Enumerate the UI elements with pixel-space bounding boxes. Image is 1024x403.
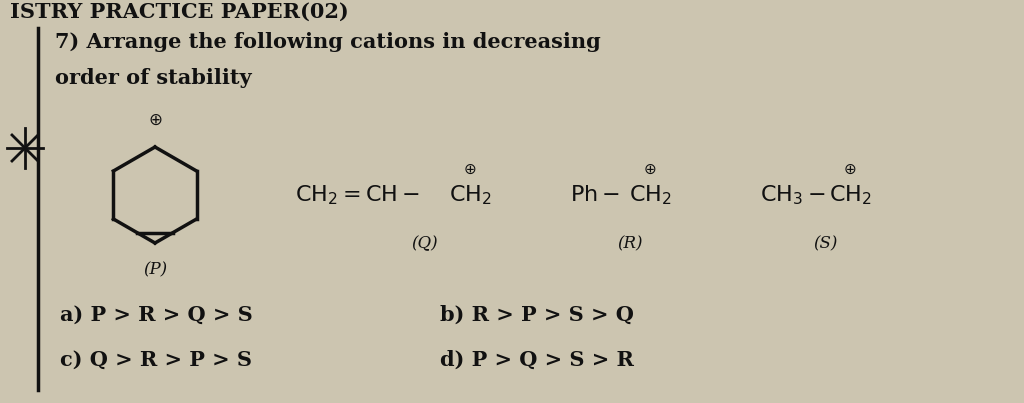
- Text: 7) Arrange the following cations in decreasing: 7) Arrange the following cations in decr…: [55, 32, 601, 52]
- Text: $\mathrm{CH_2{=}CH-}$: $\mathrm{CH_2{=}CH-}$: [295, 183, 420, 207]
- Text: (R): (R): [617, 235, 643, 252]
- Text: $\mathrm{CH_3-}$: $\mathrm{CH_3-}$: [760, 183, 825, 207]
- Text: $\oplus$: $\oplus$: [643, 163, 656, 177]
- Text: $\oplus$: $\oplus$: [844, 163, 857, 177]
- Text: $\mathrm{CH_2}$: $\mathrm{CH_2}$: [449, 183, 492, 207]
- Text: (P): (P): [143, 261, 167, 278]
- Text: $\oplus$: $\oplus$: [147, 112, 162, 129]
- Text: b) R > P > S > Q: b) R > P > S > Q: [440, 305, 634, 325]
- Text: $\mathrm{CH_2}$: $\mathrm{CH_2}$: [629, 183, 672, 207]
- Text: c) Q > R > P > S: c) Q > R > P > S: [60, 350, 252, 370]
- Text: a) P > R > Q > S: a) P > R > Q > S: [60, 305, 253, 325]
- Text: order of stability: order of stability: [55, 68, 252, 88]
- Text: $\mathrm{Ph-}$: $\mathrm{Ph-}$: [570, 184, 621, 206]
- Text: d) P > Q > S > R: d) P > Q > S > R: [440, 350, 634, 370]
- Text: ISTRY PRACTICE PAPER(02): ISTRY PRACTICE PAPER(02): [10, 2, 349, 22]
- Text: $\mathrm{CH_2}$: $\mathrm{CH_2}$: [828, 183, 871, 207]
- Text: (Q): (Q): [412, 235, 438, 252]
- Text: (S): (S): [813, 235, 838, 252]
- Text: $\oplus$: $\oplus$: [463, 163, 477, 177]
